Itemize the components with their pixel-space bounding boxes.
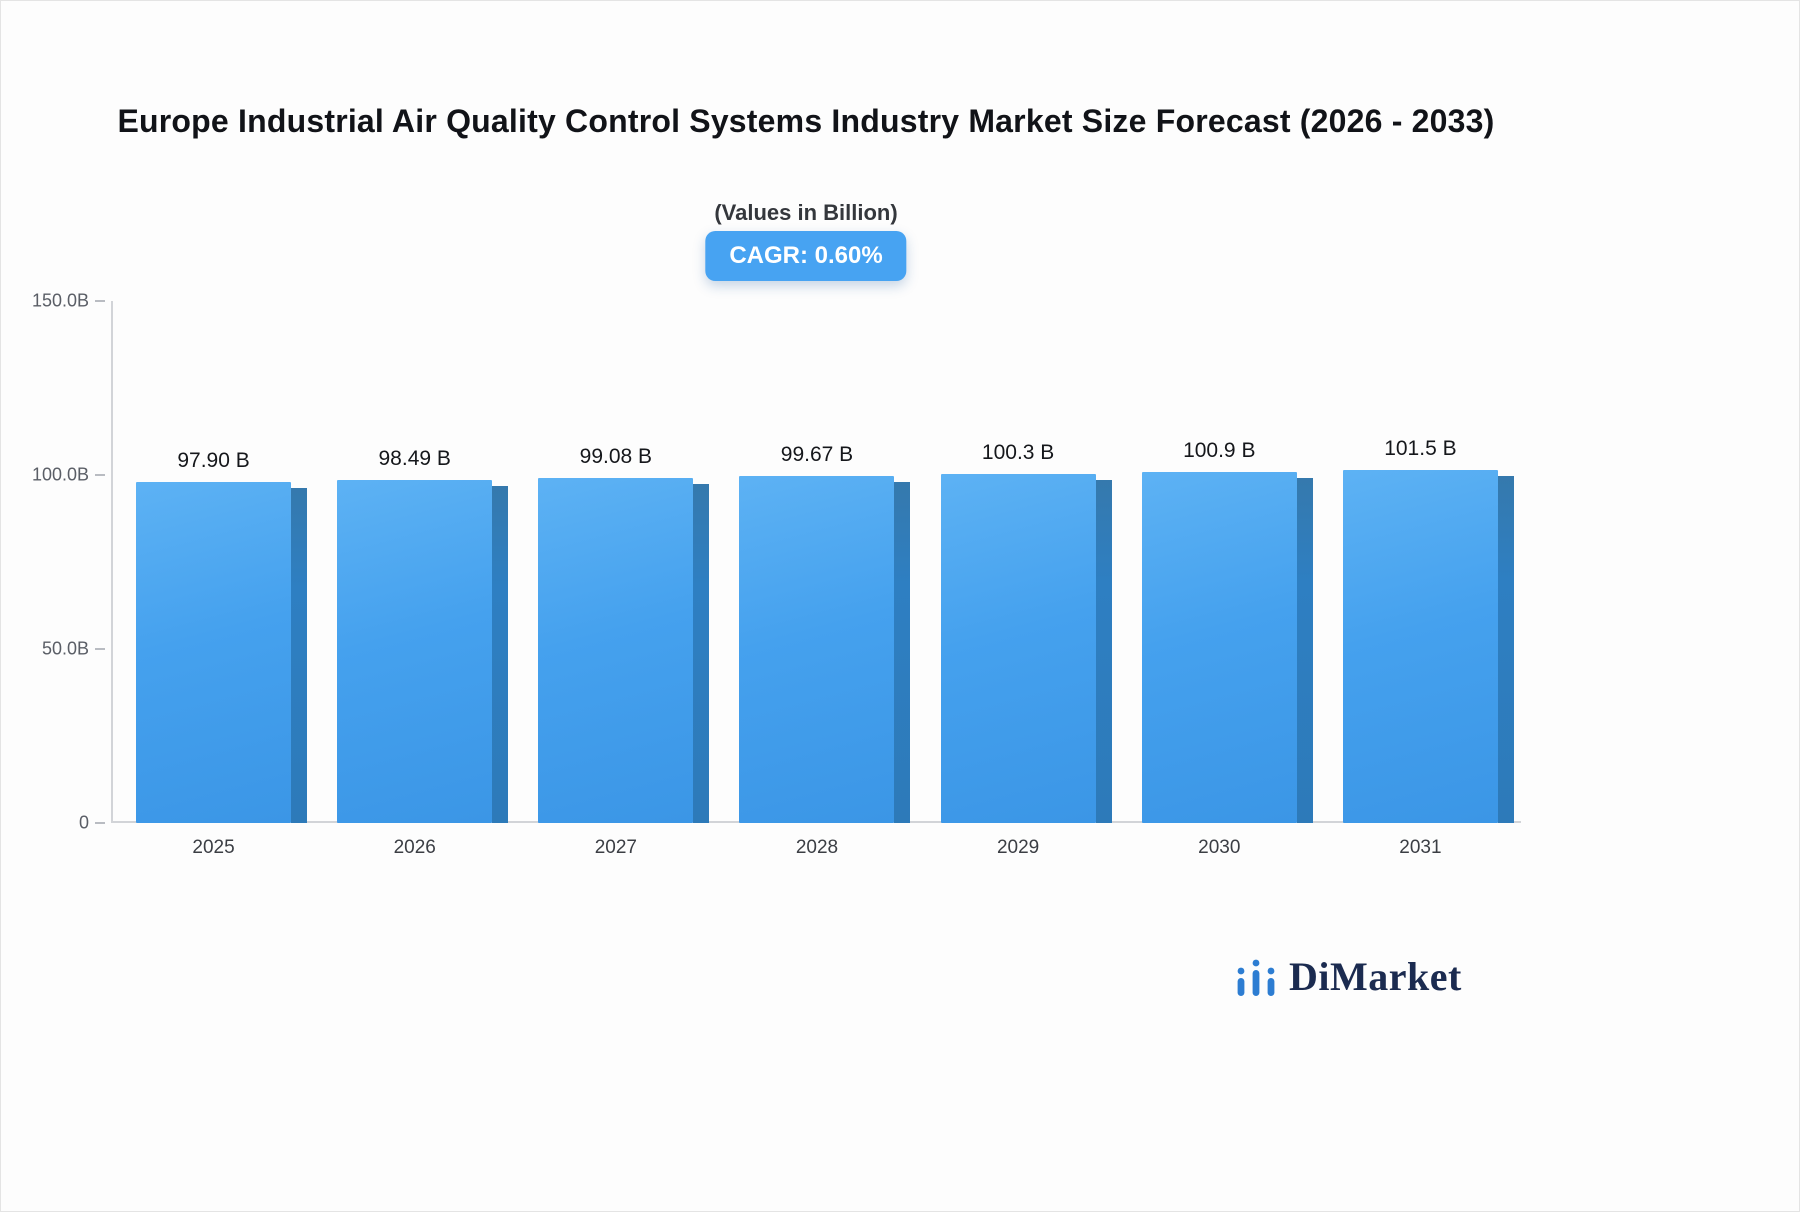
x-axis-label: 2030 [1198, 837, 1241, 858]
bar-value-label: 100.9 B [1183, 438, 1256, 462]
chart-title: Europe Industrial Air Quality Control Sy… [117, 103, 1495, 139]
bar-2026 [337, 480, 509, 823]
y-axis-label: 0 [78, 812, 89, 833]
y-axis-label: 150.0B [31, 290, 89, 311]
x-axis-label: 2028 [795, 837, 839, 858]
y-axis-label: 100.0B [31, 464, 89, 485]
bar-slot-2031: 101.5 B [1320, 301, 1521, 824]
bar-slot-2026: 98.49 B [314, 301, 515, 823]
x-axis-label: 2025 [192, 837, 235, 858]
bar-slot-2029: 100.3 B [918, 301, 1119, 824]
bar-2031 [1342, 469, 1514, 824]
bar-2025 [136, 482, 308, 823]
cagr-badge: CAGR: 0.60% [705, 231, 907, 281]
bar-value-label: 99.08 B [579, 445, 653, 469]
bar-value-label: 98.49 B [378, 447, 451, 471]
y-axis-labels: 150.0B 100.0B 50.0B 0 [1, 291, 89, 833]
y-axis-label: 50.0B [41, 638, 89, 659]
bar-value-label: 100.3 B [981, 440, 1055, 464]
bar-chart-icon [1237, 959, 1275, 996]
y-axis-tick [95, 648, 105, 650]
x-axis-label: 2029 [996, 837, 1040, 858]
y-axis-tick [95, 300, 105, 302]
y-axis-tick [95, 822, 105, 824]
bar-slot-2027: 99.08 B [515, 301, 716, 823]
bar-value-label: 97.90 B [177, 449, 250, 473]
y-axis-tick [95, 474, 105, 476]
dimarket-logo: DiMarket [1233, 953, 1462, 1000]
y-axis-ticks [95, 300, 107, 824]
bar-2030 [1141, 471, 1313, 824]
bar-value-label: 101.5 B [1384, 436, 1457, 460]
bar-value-label: 99.67 B [780, 443, 854, 467]
bar-2028 [739, 476, 911, 823]
bar-2029 [940, 473, 1112, 824]
bar-slot-2030: 100.9 B [1119, 301, 1320, 824]
x-axis-labels: 2025 2026 2027 2028 2029 2030 2031 [113, 837, 1521, 859]
bar-slot-2028: 99.67 B [716, 301, 917, 823]
chart-subtitle: (Values in Billion) [714, 200, 898, 225]
bar-2027 [538, 478, 710, 823]
x-axis-label: 2026 [393, 837, 436, 858]
chart-container: Europe Industrial Air Quality Control Sy… [1, 1, 1611, 1211]
bar-series: 97.90 B 98.49 B 99.08 B 99.67 B 100.3 B 100.9… [113, 301, 1521, 824]
x-axis-label: 2027 [594, 837, 637, 858]
x-axis-label: 2031 [1399, 837, 1442, 858]
logo-text: DiMarket [1289, 954, 1462, 999]
bar-slot-2025: 97.90 B [113, 301, 314, 823]
